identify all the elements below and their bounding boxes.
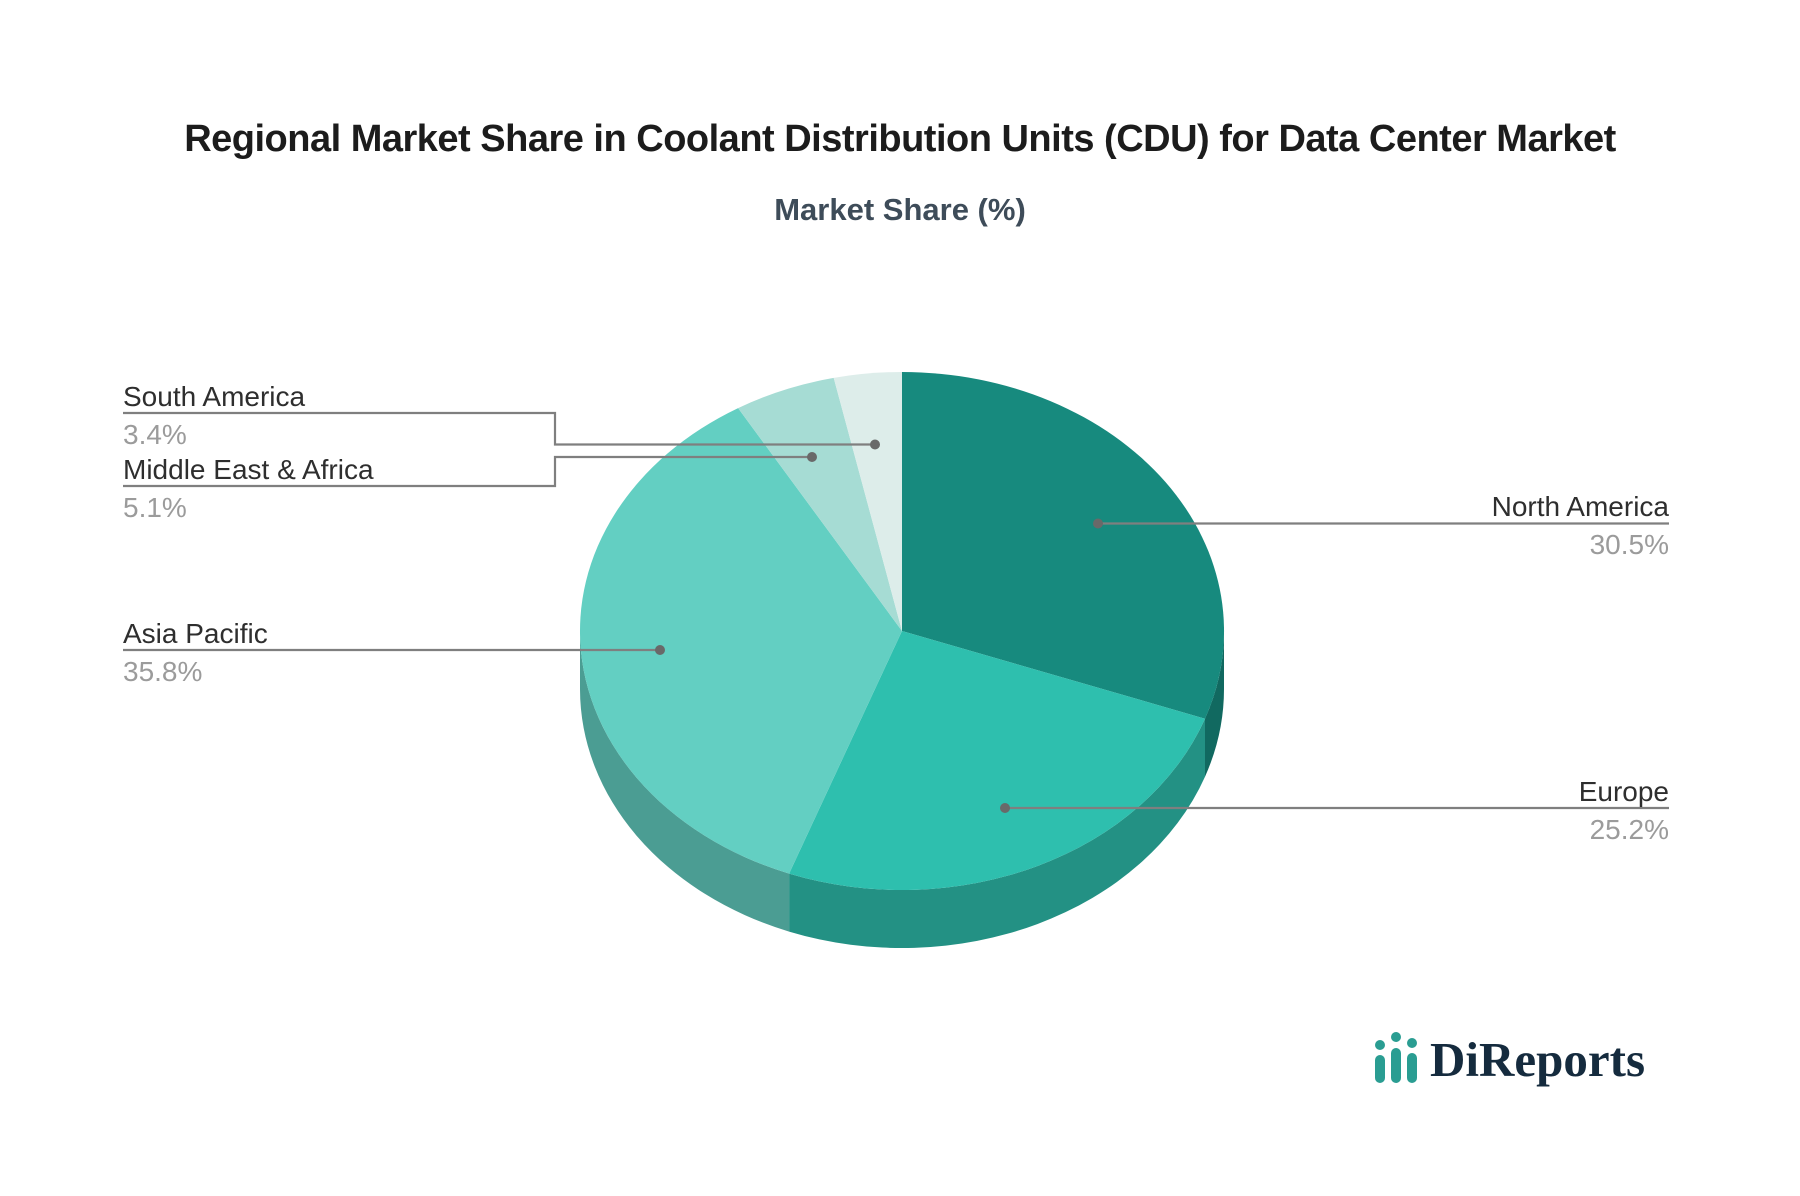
chart-title: Regional Market Share in Coolant Distrib… — [184, 118, 1616, 160]
slice-label: Asia Pacific — [123, 618, 268, 649]
label-europe: Europe 25.2% — [1579, 776, 1669, 845]
leader-line-south-america — [123, 411, 875, 446]
pie-slice-north-america — [902, 372, 1225, 719]
bar-chart-dots-icon — [1372, 1028, 1422, 1091]
pie-side-europe — [789, 718, 1205, 949]
slice-value: 3.4% — [123, 419, 187, 450]
pie-slice-south-america — [833, 372, 902, 631]
label-middle-east-africa: Middle East & Africa 5.1% — [123, 454, 374, 523]
slice-label: North America — [1491, 491, 1669, 522]
leader-dot-south-america — [870, 439, 880, 450]
label-north-america: North America 30.5% — [1492, 491, 1669, 560]
pie-side-north-america — [1205, 631, 1224, 777]
logo-text: DiReports — [1430, 1031, 1646, 1087]
leader-dot-europe — [1000, 803, 1010, 813]
pie-slice-middle-east-africa — [738, 377, 902, 631]
label-asia-pacific: Asia Pacific 35.8% — [123, 618, 268, 687]
slice-label: Europe — [1578, 776, 1669, 807]
pie-slice-asia-pacific — [579, 408, 902, 874]
leader-line-middle-east-africa — [123, 455, 812, 488]
leader-dot-north-america — [1093, 518, 1103, 529]
pie-slice-europe — [789, 631, 1205, 891]
label-south-america: South America 3.4% — [123, 381, 305, 450]
slice-value: 35.8% — [123, 656, 203, 687]
slice-label: Middle East & Africa — [123, 454, 374, 485]
pie-side-asia-pacific — [580, 631, 790, 932]
slice-value: 25.2% — [1589, 814, 1669, 845]
leader-dot-middle-east-africa — [807, 452, 817, 462]
leader-dot-asia-pacific — [655, 645, 665, 655]
slice-value: 5.1% — [123, 492, 187, 523]
chart-subtitle: Market Share (%) — [774, 192, 1026, 227]
slice-label: South America — [123, 381, 306, 412]
logo: DiReports — [1372, 1028, 1645, 1091]
slice-value: 30.5% — [1589, 529, 1669, 560]
